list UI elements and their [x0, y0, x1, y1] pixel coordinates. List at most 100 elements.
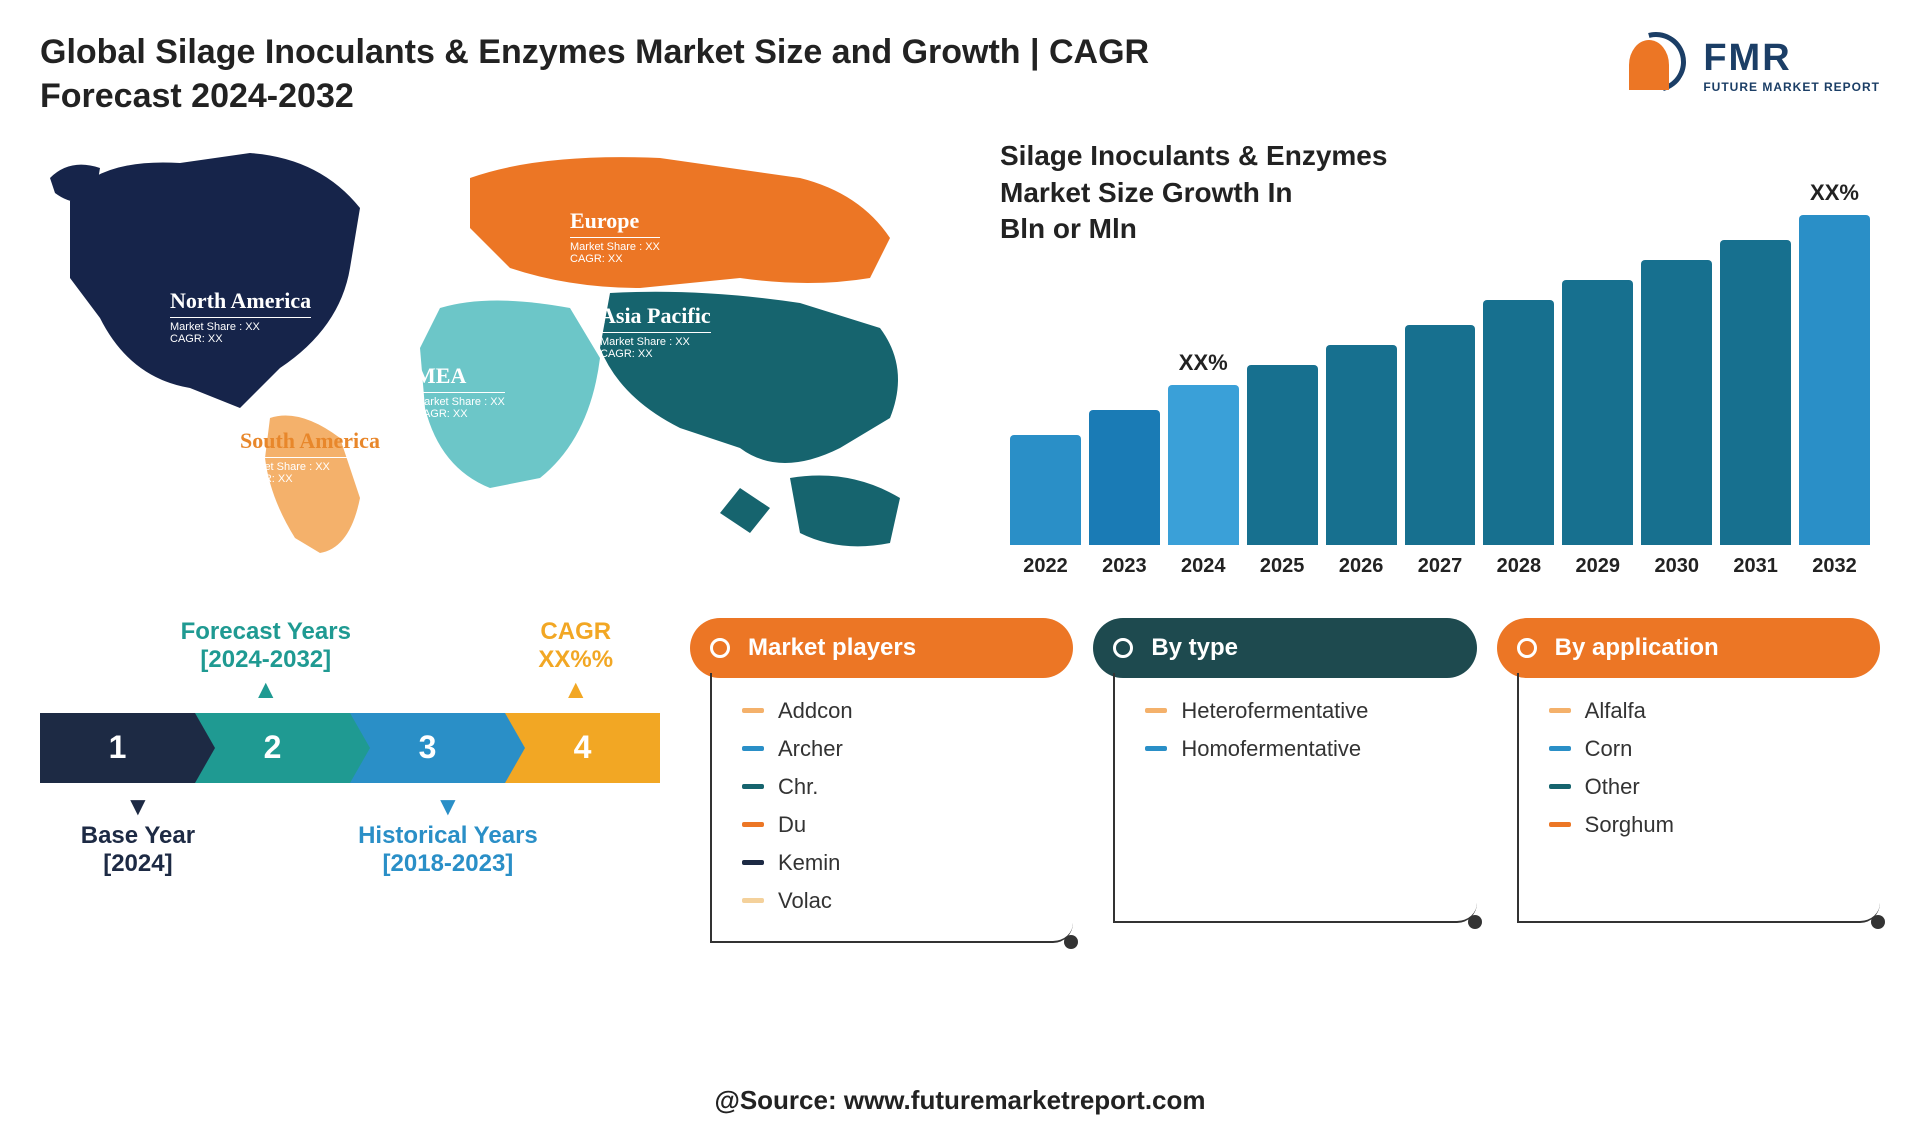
timeline-segment-1: 1: [40, 713, 195, 783]
timeline-label: CAGRXX%%▲: [538, 618, 613, 705]
timeline-segment-2: 2: [195, 713, 350, 783]
bar-rect-2029: [1562, 280, 1633, 545]
item-color-dash: [742, 898, 764, 903]
item-color-dash: [742, 860, 764, 865]
bar-year-label: 2022: [1023, 555, 1068, 578]
item-text: Corn: [1585, 736, 1633, 762]
timeline-label: Forecast Years[2024-2032]▲: [181, 618, 351, 705]
bar-2029: 2029: [1562, 280, 1633, 578]
list-item: Kemin: [742, 850, 1058, 876]
pill-dot-icon: [710, 638, 730, 658]
world-map: North AmericaMarket Share : XXCAGR: XXSo…: [40, 138, 960, 558]
pill-dot-icon: [1113, 638, 1133, 658]
item-text: Volac: [778, 888, 832, 914]
bar-year-label: 2031: [1733, 555, 1778, 578]
bar-year-label: 2030: [1654, 555, 1699, 578]
region-label-south-america: South AmericaMarket Share : XXCAGR: XX: [240, 428, 380, 485]
bar-2031: 2031: [1720, 240, 1791, 578]
map-svg: [40, 138, 960, 558]
page-title: Global Silage Inoculants & Enzymes Marke…: [40, 30, 1240, 118]
bar-rect-2023: [1089, 410, 1160, 545]
bar-year-label: 2029: [1576, 555, 1621, 578]
bar-year-label: 2027: [1418, 555, 1463, 578]
source-text: @Source: www.futuremarketreport.com: [714, 1085, 1205, 1116]
item-color-dash: [742, 746, 764, 751]
item-color-dash: [1549, 784, 1571, 789]
bar-rect-2025: [1247, 365, 1318, 545]
bar-2026: 2026: [1326, 345, 1397, 578]
logo-icon: [1621, 30, 1691, 100]
item-text: Heterofermentative: [1181, 698, 1368, 724]
bar-2022: 2022: [1010, 435, 1081, 578]
item-color-dash: [1145, 746, 1167, 751]
bar-year-label: 2025: [1260, 555, 1305, 578]
pill-body: Addcon Archer Chr. Du Kemin Volac: [710, 673, 1073, 943]
timeline-segment-4: 4: [505, 713, 660, 783]
bar-year-label: 2024: [1181, 555, 1226, 578]
bar-year-label: 2026: [1339, 555, 1384, 578]
item-text: Chr.: [778, 774, 818, 800]
pill-column-0: Market players Addcon Archer Chr. Du Kemin Vol…: [690, 618, 1073, 943]
bar-2027: 2027: [1405, 325, 1476, 578]
item-color-dash: [742, 708, 764, 713]
item-color-dash: [742, 822, 764, 827]
item-text: Archer: [778, 736, 843, 762]
list-item: Corn: [1549, 736, 1865, 762]
chart-title-l2: Market Size Growth In: [1000, 175, 1880, 211]
chart-title-l1: Silage Inoculants & Enzymes: [1000, 138, 1880, 174]
timeline-label: ▼Base Year[2024]: [81, 791, 195, 878]
list-item: Archer: [742, 736, 1058, 762]
list-item: Chr.: [742, 774, 1058, 800]
pill-dot-icon: [1517, 638, 1537, 658]
growth-bar-chart: Silage Inoculants & Enzymes Market Size …: [1000, 138, 1880, 577]
item-text: Du: [778, 812, 806, 838]
bar-2028: 2028: [1483, 300, 1554, 578]
list-item: Heterofermentative: [1145, 698, 1461, 724]
pill-header: Market players: [690, 618, 1073, 678]
item-text: Homofermentative: [1181, 736, 1361, 762]
bar-rect-2032: XX%: [1799, 215, 1870, 545]
bar-rect-2027: [1405, 325, 1476, 545]
bar-2030: 2030: [1641, 260, 1712, 578]
list-item: Sorghum: [1549, 812, 1865, 838]
bar-rect-2024: XX%: [1168, 385, 1239, 545]
list-item: Alfalfa: [1549, 698, 1865, 724]
item-text: Other: [1585, 774, 1640, 800]
pill-body: Heterofermentative Homofermentative: [1113, 673, 1476, 923]
bar-2024: XX% 2024: [1168, 385, 1239, 578]
pill-header: By type: [1093, 618, 1476, 678]
item-text: Addcon: [778, 698, 853, 724]
item-color-dash: [1145, 708, 1167, 713]
region-north-america: [50, 153, 360, 408]
logo-sub-text: FUTURE MARKET REPORT: [1703, 80, 1880, 94]
timeline-segment-3: 3: [350, 713, 505, 783]
list-item: Volac: [742, 888, 1058, 914]
item-color-dash: [1549, 746, 1571, 751]
list-item: Homofermentative: [1145, 736, 1461, 762]
pill-column-1: By type Heterofermentative Homofermentativ…: [1093, 618, 1476, 943]
pill-title: Market players: [748, 634, 916, 662]
bar-year-label: 2032: [1812, 555, 1857, 578]
bar-rect-2022: [1010, 435, 1081, 545]
bar-rect-2031: [1720, 240, 1791, 545]
list-item: Du: [742, 812, 1058, 838]
region-label-mea: MEAMarket Share : XXCAGR: XX: [415, 363, 505, 420]
item-color-dash: [1549, 822, 1571, 827]
region-label-asia-pacific: Asia PacificMarket Share : XXCAGR: XX: [600, 303, 711, 360]
pill-body: Alfalfa Corn Other Sorghum: [1517, 673, 1880, 923]
timeline: Forecast Years[2024-2032]▲ CAGRXX%%▲ 1234…: [40, 618, 660, 878]
bar-rect-2026: [1326, 345, 1397, 545]
bar-2023: 2023: [1089, 410, 1160, 578]
item-color-dash: [1549, 708, 1571, 713]
bar-year-label: 2023: [1102, 555, 1147, 578]
list-item: Other: [1549, 774, 1865, 800]
fmr-logo: FMR FUTURE MARKET REPORT: [1621, 30, 1880, 100]
bar-2025: 2025: [1247, 365, 1318, 578]
bar-rect-2028: [1483, 300, 1554, 545]
bar-rect-2030: [1641, 260, 1712, 545]
item-text: Kemin: [778, 850, 840, 876]
pill-column-2: By application Alfalfa Corn Other Sorghum: [1497, 618, 1880, 943]
pill-title: By application: [1555, 634, 1719, 662]
bar-annotation: XX%: [1810, 180, 1859, 206]
region-label-europe: EuropeMarket Share : XXCAGR: XX: [570, 208, 660, 265]
